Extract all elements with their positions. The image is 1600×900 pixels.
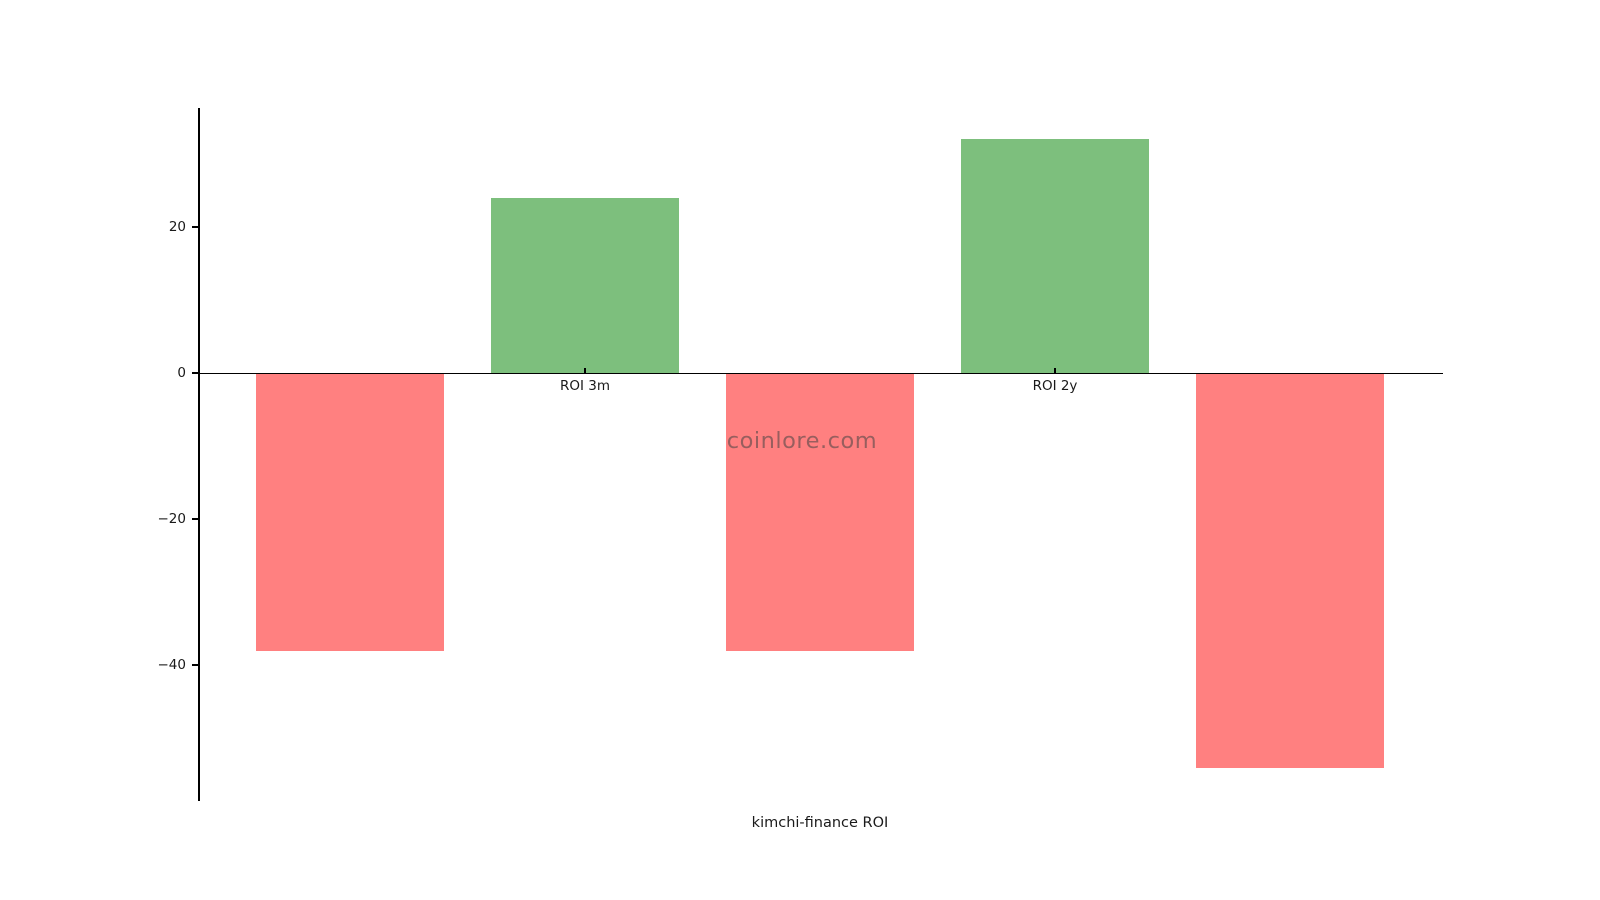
watermark-text: coinlore.com (726, 428, 878, 454)
bar-series-2 (726, 374, 914, 652)
x-axis-tick-label: ROI 3m (559, 378, 611, 394)
y-axis-tick (192, 664, 199, 666)
y-axis-tick (192, 518, 199, 520)
x-axis-tick (584, 368, 586, 373)
bar-roi-3m (491, 197, 679, 373)
bar-series-4 (1196, 374, 1384, 769)
y-axis-tick (192, 226, 199, 228)
x-axis-tick-label: ROI 2y (1032, 378, 1078, 394)
x-axis-tick (1054, 368, 1056, 373)
chart-title: kimchi-finance ROI (751, 815, 889, 831)
zero-baseline (198, 372, 1443, 374)
y-axis-line (198, 108, 200, 801)
y-axis-tick (192, 372, 199, 374)
y-axis-tick-label: −40 (157, 657, 187, 673)
y-axis-tick-label: 20 (168, 219, 186, 235)
y-axis-tick-label: 0 (177, 365, 186, 381)
bar-roi-2y (961, 139, 1149, 373)
bar-series-0 (256, 374, 444, 652)
y-axis-tick-label: −20 (157, 511, 187, 527)
